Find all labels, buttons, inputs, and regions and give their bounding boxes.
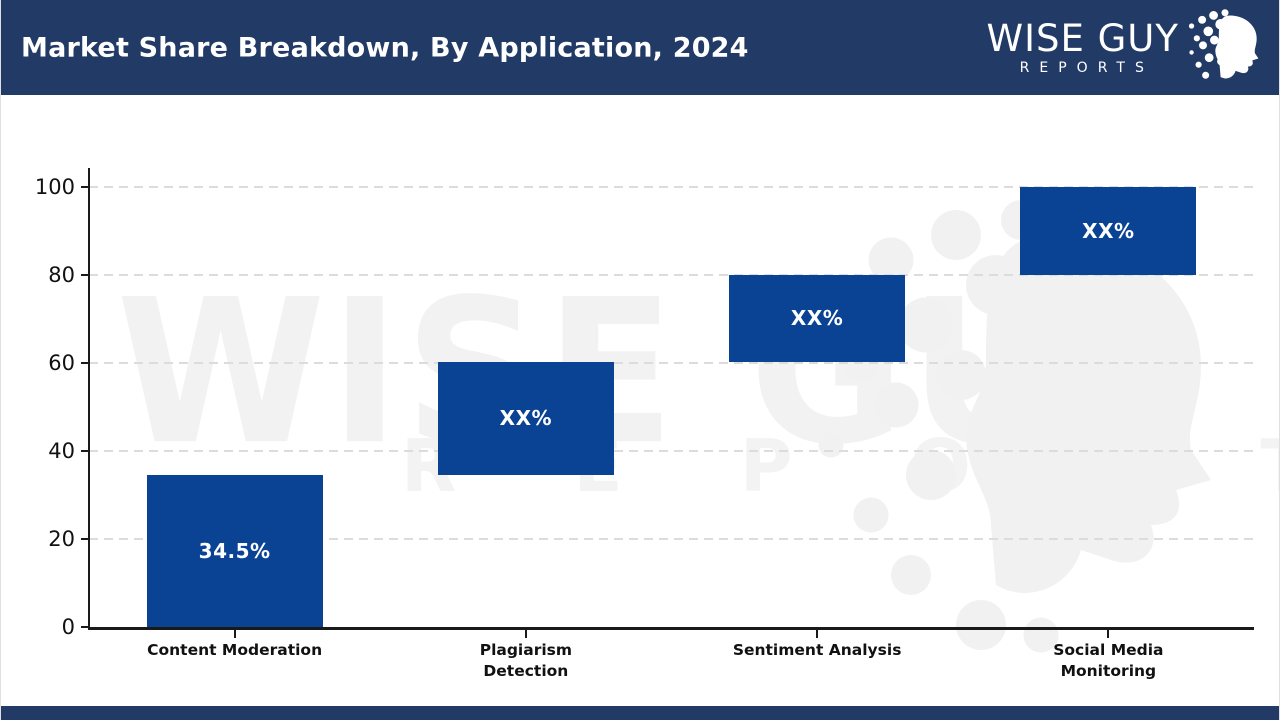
x-category-label: Social Media Monitoring xyxy=(1053,641,1164,680)
bar-segment: 34.5% xyxy=(146,475,323,627)
logo-subtitle: REPORTS xyxy=(1019,60,1154,76)
bar-value-label: XX% xyxy=(790,306,844,331)
bar-value-label: XX% xyxy=(499,406,553,431)
y-axis-tick xyxy=(81,538,89,540)
y-axis-tick xyxy=(81,626,89,628)
bar-value-label: 34.5% xyxy=(198,539,271,564)
y-axis-tick xyxy=(81,274,89,276)
y-axis-tick xyxy=(81,362,89,364)
header-bar: Market Share Breakdown, By Application, … xyxy=(1,0,1279,95)
brand-logo: WISE GUY REPORTS xyxy=(987,0,1269,95)
logo-wordmark: WISE GUY REPORTS xyxy=(987,20,1179,75)
y-axis-tick xyxy=(81,186,89,188)
gridline xyxy=(89,362,1254,364)
x-category-label: Plagiarism Detection xyxy=(479,641,573,680)
gridline xyxy=(89,538,1254,540)
x-category-label: Sentiment Analysis xyxy=(732,641,902,659)
y-tick-label: 60 xyxy=(48,351,75,375)
y-tick-label: 0 xyxy=(61,615,75,639)
y-axis-tick xyxy=(81,450,89,452)
x-axis-tick xyxy=(233,630,236,638)
page-title: Market Share Breakdown, By Application, … xyxy=(21,32,749,63)
bar-segment: XX% xyxy=(1020,187,1197,275)
logo-head-dots-icon xyxy=(1188,8,1259,79)
bar-value-label: XX% xyxy=(1082,219,1135,243)
y-tick-label: 100 xyxy=(34,175,75,199)
x-axis-tick xyxy=(1107,630,1110,638)
x-category-label: Content Moderation xyxy=(147,641,323,659)
logo-name: WISE GUY xyxy=(986,17,1179,60)
gridline xyxy=(89,186,1254,188)
gridline xyxy=(89,274,1254,276)
y-tick-label: 40 xyxy=(48,439,75,463)
bar-segment: XX% xyxy=(729,275,906,362)
y-tick-label: 20 xyxy=(48,527,75,551)
watermark-head-dots-icon xyxy=(816,200,1211,653)
x-axis-tick xyxy=(524,630,527,638)
y-axis-spine xyxy=(88,168,90,629)
gridline xyxy=(89,450,1254,452)
bar-segment: XX% xyxy=(437,361,614,476)
x-axis-tick xyxy=(816,630,819,638)
x-axis-spine xyxy=(88,627,1254,630)
footer-bar xyxy=(1,706,1279,720)
y-tick-label: 80 xyxy=(48,263,75,287)
